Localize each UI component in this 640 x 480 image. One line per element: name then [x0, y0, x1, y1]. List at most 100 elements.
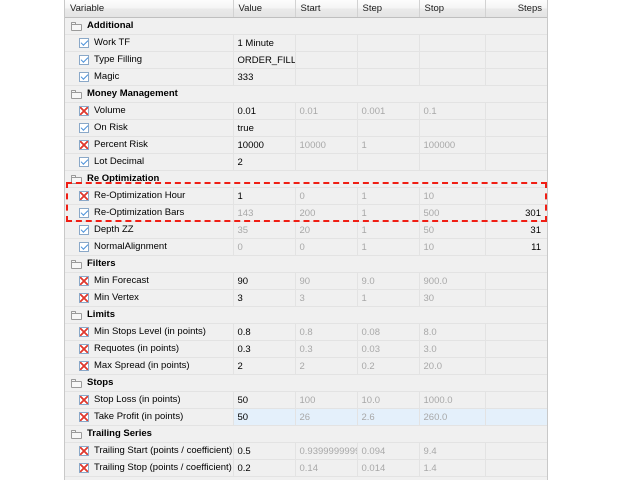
parameter-stop-cell[interactable]: 10: [419, 238, 486, 256]
parameter-row[interactable]: Trailing Start (points / coefficient) 0.5…: [65, 442, 547, 460]
group-header-row[interactable]: Stops: [65, 374, 547, 392]
parameter-stop-cell[interactable]: 10: [419, 187, 486, 205]
group-header-cell[interactable]: Limits: [65, 306, 547, 324]
parameter-name-cell[interactable]: On Risk: [65, 119, 234, 137]
parameter-start-cell[interactable]: 26: [295, 408, 358, 426]
group-header-row[interactable]: Additional: [65, 17, 547, 35]
parameter-start-cell[interactable]: 10000: [295, 136, 358, 154]
parameter-value-cell[interactable]: 0.5: [233, 442, 296, 460]
parameter-step-cell[interactable]: 1: [357, 238, 420, 256]
parameter-stop-cell[interactable]: [419, 153, 486, 171]
parameter-step-cell[interactable]: [357, 153, 420, 171]
parameter-start-cell[interactable]: [295, 51, 358, 69]
checkbox-crossed-icon[interactable]: [79, 190, 89, 201]
parameter-steps-cell[interactable]: [485, 34, 547, 52]
parameter-start-cell[interactable]: 90: [295, 272, 358, 290]
parameter-steps-cell[interactable]: [485, 459, 547, 477]
parameter-steps-cell[interactable]: [485, 119, 547, 137]
group-header-row[interactable]: Limits: [65, 306, 547, 324]
group-header-cell[interactable]: Additional: [65, 17, 547, 35]
parameter-value-cell[interactable]: 1: [233, 187, 296, 205]
parameter-row[interactable]: Stop Loss (in points) 50 100 10.0 1000.0: [65, 391, 547, 409]
parameter-start-cell[interactable]: 100: [295, 391, 358, 409]
parameter-step-cell[interactable]: 1: [357, 221, 420, 239]
parameter-steps-cell[interactable]: [485, 153, 547, 171]
parameter-start-cell[interactable]: [295, 153, 358, 171]
parameter-step-cell[interactable]: 0.2: [357, 357, 420, 375]
folder-closed-icon[interactable]: [71, 259, 82, 269]
parameter-start-cell[interactable]: 0.8: [295, 323, 358, 341]
checkbox-crossed-icon[interactable]: [79, 105, 89, 116]
parameter-stop-cell[interactable]: 260.0: [419, 408, 486, 426]
parameter-start-cell[interactable]: [295, 68, 358, 86]
group-header-row[interactable]: Grid Series: [65, 476, 547, 480]
parameter-step-cell[interactable]: 9.0: [357, 272, 420, 290]
parameter-steps-cell[interactable]: [485, 68, 547, 86]
parameter-step-cell[interactable]: 1: [357, 289, 420, 307]
parameter-row[interactable]: Trailing Stop (points / coefficient) 0.2 0…: [65, 459, 547, 477]
column-header-stop[interactable]: Stop: [419, 0, 486, 18]
parameter-stop-cell[interactable]: 20.0: [419, 357, 486, 375]
parameter-name-cell[interactable]: Trailing Stop (points / coefficient): [65, 459, 234, 477]
parameter-step-cell[interactable]: 0.08: [357, 323, 420, 341]
checkbox-checked-icon[interactable]: [79, 224, 89, 235]
checkbox-crossed-icon[interactable]: [79, 326, 89, 337]
parameter-row[interactable]: Max Spread (in points) 2 2 0.2 20.0: [65, 357, 547, 375]
folder-closed-icon[interactable]: [71, 429, 82, 439]
parameter-steps-cell[interactable]: [485, 187, 547, 205]
parameter-name-cell[interactable]: Volume: [65, 102, 234, 120]
parameter-steps-cell[interactable]: [485, 289, 547, 307]
parameter-value-cell[interactable]: 0.8: [233, 323, 296, 341]
parameter-name-cell[interactable]: Magic: [65, 68, 234, 86]
parameter-name-cell[interactable]: NormalAlignment: [65, 238, 234, 256]
column-header-steps[interactable]: Steps: [485, 0, 547, 18]
parameter-value-cell[interactable]: 333: [233, 68, 296, 86]
parameters-grid[interactable]: Variable Value Start Step Stop Steps Add…: [64, 0, 548, 480]
parameter-stop-cell[interactable]: 100000: [419, 136, 486, 154]
group-header-row[interactable]: Filters: [65, 255, 547, 273]
parameter-row[interactable]: Requotes (in points) 0.3 0.3 0.03 3.0: [65, 340, 547, 358]
checkbox-crossed-icon[interactable]: [79, 462, 89, 473]
parameter-step-cell[interactable]: 2.6: [357, 408, 420, 426]
parameter-value-cell[interactable]: true: [233, 119, 296, 137]
parameter-value-cell[interactable]: 3: [233, 289, 296, 307]
parameter-row[interactable]: Work TF 1 Minute: [65, 34, 547, 52]
column-header-value[interactable]: Value: [233, 0, 296, 18]
checkbox-checked-icon[interactable]: [79, 71, 89, 82]
parameter-stop-cell[interactable]: 9.4: [419, 442, 486, 460]
parameter-name-cell[interactable]: Min Forecast: [65, 272, 234, 290]
parameter-start-cell[interactable]: [295, 119, 358, 137]
parameter-start-cell[interactable]: 0: [295, 187, 358, 205]
group-header-cell[interactable]: Grid Series: [65, 476, 547, 480]
column-header-start[interactable]: Start: [295, 0, 358, 18]
column-header-variable[interactable]: Variable: [65, 0, 234, 18]
group-header-cell[interactable]: Filters: [65, 255, 547, 273]
parameter-stop-cell[interactable]: [419, 68, 486, 86]
parameter-steps-cell[interactable]: [485, 357, 547, 375]
parameter-start-cell[interactable]: 0.9399999999...: [295, 442, 358, 460]
parameter-row[interactable]: On Risk true: [65, 119, 547, 137]
parameter-step-cell[interactable]: 1: [357, 204, 420, 222]
parameter-start-cell[interactable]: 3: [295, 289, 358, 307]
parameter-value-cell[interactable]: 0: [233, 238, 296, 256]
parameter-name-cell[interactable]: Re-Optimization Bars: [65, 204, 234, 222]
parameter-steps-cell[interactable]: 301: [485, 204, 547, 222]
parameter-steps-cell[interactable]: [485, 102, 547, 120]
parameter-stop-cell[interactable]: 3.0: [419, 340, 486, 358]
parameter-value-cell[interactable]: ORDER_FILLI...: [233, 51, 296, 69]
parameter-value-cell[interactable]: 35: [233, 221, 296, 239]
parameter-steps-cell[interactable]: [485, 136, 547, 154]
parameter-stop-cell[interactable]: [419, 34, 486, 52]
parameter-name-cell[interactable]: Max Spread (in points): [65, 357, 234, 375]
folder-closed-icon[interactable]: [71, 21, 82, 31]
parameter-stop-cell[interactable]: [419, 51, 486, 69]
parameter-steps-cell[interactable]: 31: [485, 221, 547, 239]
parameter-row[interactable]: Take Profit (in points) 50 26 2.6 260.0: [65, 408, 547, 426]
parameter-stop-cell[interactable]: 8.0: [419, 323, 486, 341]
parameter-name-cell[interactable]: Type Filling: [65, 51, 234, 69]
parameter-value-cell[interactable]: 50: [233, 408, 296, 426]
parameter-name-cell[interactable]: Work TF: [65, 34, 234, 52]
parameter-row[interactable]: Min Stops Level (in points) 0.8 0.8 0.08 8.0: [65, 323, 547, 341]
checkbox-crossed-icon[interactable]: [79, 411, 89, 422]
parameter-step-cell[interactable]: 0.014: [357, 459, 420, 477]
